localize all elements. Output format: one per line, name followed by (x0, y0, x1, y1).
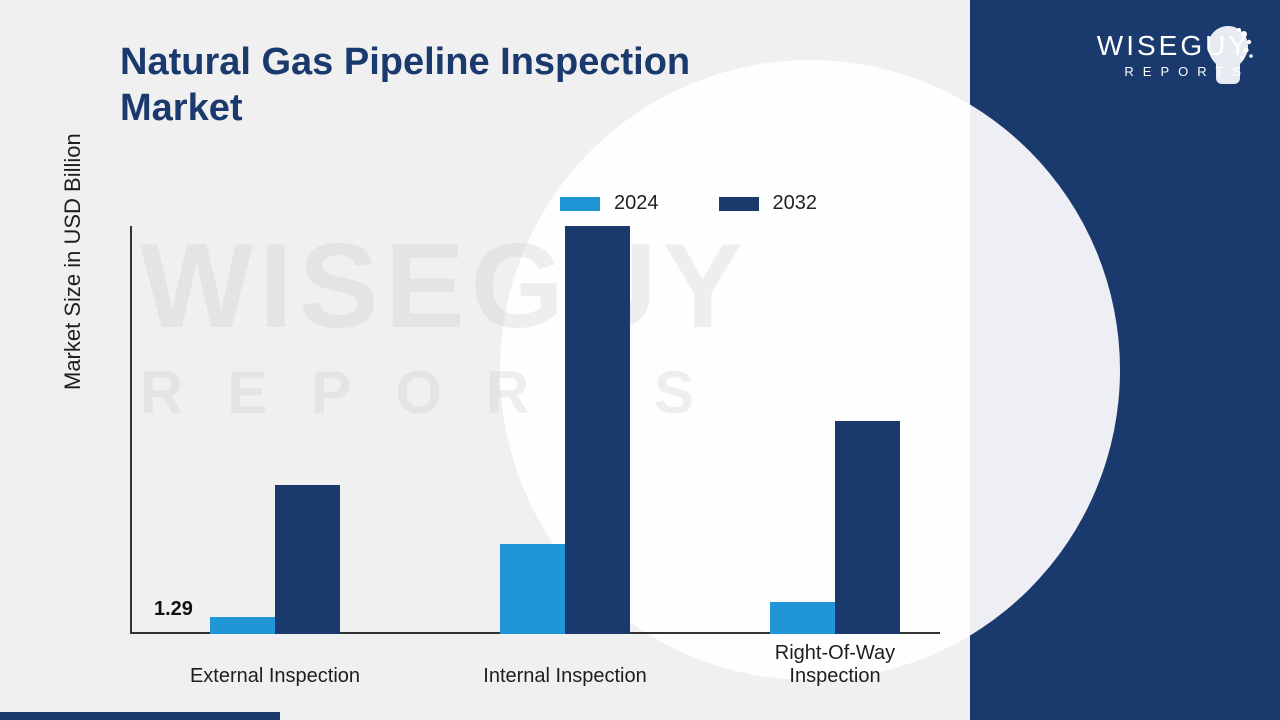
legend-item-2024: 2024 (560, 192, 659, 215)
bar-2032 (565, 226, 630, 634)
bar-2024 (770, 602, 835, 634)
y-axis-label: Market Size in USD Billion (60, 133, 86, 390)
chart-plot: External Inspection1.29 Internal Inspecti… (130, 226, 940, 634)
bar-group: Internal Inspection (500, 226, 630, 634)
legend-label: 2024 (614, 192, 659, 215)
bar-2024 (210, 617, 275, 634)
footer-accent (0, 712, 280, 720)
chart-title: Natural Gas Pipeline Inspection Market (120, 40, 740, 131)
legend-item-2032: 2032 (719, 192, 818, 215)
y-axis (130, 226, 132, 634)
category-label: Internal Inspection (475, 665, 655, 688)
brand-logo: WISEGUY REPORTS (1097, 30, 1250, 79)
bar-2032 (275, 485, 340, 634)
bar-group: Right-Of-Way Inspection (770, 421, 900, 634)
head-icon (1200, 22, 1256, 94)
bar-group: External Inspection1.29 (210, 485, 340, 634)
category-label: Right-Of-Way Inspection (745, 642, 925, 688)
bar-2024 (500, 544, 565, 634)
legend-swatch (560, 197, 600, 211)
bar-2032 (835, 421, 900, 634)
legend-label: 2032 (773, 192, 818, 215)
legend-swatch (719, 197, 759, 211)
category-label: External Inspection (185, 665, 365, 688)
value-label: 1.29 (154, 598, 193, 621)
legend: 2024 2032 (560, 192, 817, 215)
